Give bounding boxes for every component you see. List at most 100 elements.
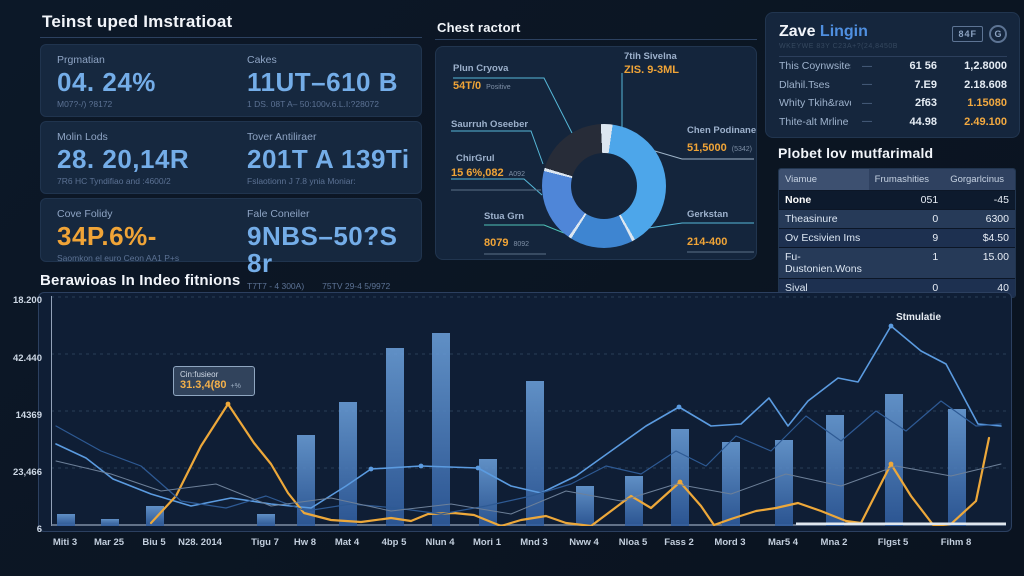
summary-row: Dlahil.Tses — 7.E9 2.18.608 bbox=[779, 76, 1007, 95]
bar[interactable] bbox=[722, 442, 740, 526]
kpi-value: 9NBS–50?S 8r bbox=[247, 221, 398, 279]
chart-tooltip: Cin:fusieor 31.3,4(80 +% bbox=[173, 366, 255, 396]
summary-row-value-2: 1,2.8000 bbox=[964, 60, 1007, 73]
donut-chart[interactable] bbox=[542, 124, 666, 248]
donut-label-chirgrul: ChirGrul bbox=[456, 153, 495, 164]
kpi-subtext: 7R6 HC Tyndifiao and :4600/2 bbox=[57, 176, 171, 187]
data-table: Viamue Frumashities Gorgarlcinus None 051… bbox=[778, 168, 1016, 298]
bar[interactable] bbox=[948, 409, 966, 526]
bar[interactable] bbox=[339, 402, 357, 526]
summary-row-value-1: 44.98 bbox=[909, 115, 937, 128]
kpi-label: Cove Folidy bbox=[57, 208, 113, 220]
summary-row-dash: — bbox=[862, 79, 872, 91]
combo-chart-svg bbox=[51, 296, 1006, 526]
bar[interactable] bbox=[775, 440, 793, 526]
summary-row: This Coynwsites — 61 56 1,2.8000 bbox=[779, 57, 1007, 76]
table-cell-value-1: 9 bbox=[932, 232, 939, 244]
table-cell-value-1: 0 bbox=[932, 213, 939, 225]
kpi-title-divider bbox=[40, 37, 422, 38]
g-badge-icon[interactable]: G bbox=[989, 25, 1007, 43]
kpi-card-prgmatian: Prgmatian 04. 24% M07?-/) ?8172 bbox=[41, 45, 231, 116]
table-cell-name: Sival bbox=[785, 282, 808, 294]
donut-label-plun: Plun Cryova bbox=[453, 63, 509, 74]
bar[interactable] bbox=[146, 506, 164, 526]
x-axis-tick-label: Fihm 8 bbox=[940, 537, 972, 548]
table-row: Fu- Dustonien.Wons 1 15.00 bbox=[779, 247, 1015, 278]
bar[interactable] bbox=[479, 459, 497, 526]
line-marker bbox=[888, 323, 894, 329]
table-cell-value-2: $4.50 bbox=[982, 232, 1009, 244]
x-axis-tick-label: N28. 2014 bbox=[178, 537, 222, 548]
combo-chart-plot[interactable]: Stmulatie Cin:fusieor 31.3,4(80 +% bbox=[51, 296, 1006, 526]
summary-row-label: Dlahil.Tses bbox=[779, 78, 830, 91]
bar[interactable] bbox=[57, 514, 75, 526]
summary-row-dash: — bbox=[862, 116, 872, 128]
x-axis-tick-label: Fass 2 bbox=[664, 537, 694, 548]
bar[interactable] bbox=[826, 415, 844, 526]
table-cell-value-2: 15.00 bbox=[982, 251, 1009, 263]
bottom-chart-title: Berawioas In Indeo fitnions bbox=[40, 272, 241, 289]
table-row: None 051 -45 bbox=[779, 190, 1015, 209]
donut-title-divider bbox=[435, 39, 757, 40]
kpi-label: Molin Lods bbox=[57, 131, 108, 143]
chart-legend: Stmulatie bbox=[896, 312, 942, 323]
summary-row-value-2: 2.49.100 bbox=[964, 115, 1007, 128]
x-axis-tick-label: Biu 5 bbox=[142, 537, 166, 548]
x-axis-labels: Miti 3 Mar 25 Biu 5 N28. 2014 Tigu 7 Hw 8 Mat … bbox=[0, 537, 1024, 553]
x-axis-tick-label: Nloa 5 bbox=[618, 537, 648, 548]
qr-badge-icon[interactable]: 84F bbox=[952, 26, 983, 42]
summary-row-dash: — bbox=[862, 60, 872, 72]
x-axis-tick-label: Flgst 5 bbox=[877, 537, 909, 548]
bar[interactable] bbox=[576, 486, 594, 526]
kpi-card-row-1: Prgmatian 04. 24% M07?-/) ?8172 Cakes 11… bbox=[40, 44, 422, 117]
table-cell-value-1: 051 bbox=[920, 194, 939, 206]
bar[interactable] bbox=[386, 348, 404, 526]
bar[interactable] bbox=[671, 429, 689, 526]
kpi-label: Fale Coneiler bbox=[247, 208, 310, 220]
line-Stmulatie bbox=[55, 325, 1002, 509]
scrollbar-thumb[interactable] bbox=[796, 522, 1006, 526]
table-header-row: Viamue Frumashities Gorgarlcinus bbox=[779, 169, 1015, 190]
bar[interactable] bbox=[625, 476, 643, 526]
kpi-card-molin-lods: Molin Lods 28. 20,14R 7R6 HC Tyndifiao a… bbox=[41, 122, 231, 193]
x-axis-tick-label: Mat 4 bbox=[334, 537, 360, 548]
bar[interactable] bbox=[257, 514, 275, 526]
x-axis-tick-label: Mar5 4 bbox=[767, 537, 799, 548]
y-axis-tick-label: 6 bbox=[36, 524, 42, 535]
kpi-value: 11UT–610 B bbox=[247, 67, 398, 97]
bar[interactable] bbox=[297, 435, 315, 526]
donut-section-title: Chest ractort bbox=[437, 20, 521, 35]
tooltip-value: 31.3,4(80 +% bbox=[180, 379, 241, 391]
summary-row-label: Thite-alt Mrline bbox=[779, 115, 849, 128]
summary-card-divider bbox=[779, 56, 1007, 57]
table-cell-value-1: 1 bbox=[932, 251, 939, 263]
donut-label-saurruh: Saurruh Oseeber bbox=[451, 119, 529, 130]
summary-row-label: Whity Tkih&ravdage bbox=[779, 97, 851, 110]
table-header-frumashities: Frumashities bbox=[868, 169, 945, 190]
line-marker bbox=[368, 466, 374, 472]
table-cell-value-1: 0 bbox=[932, 282, 939, 294]
bar[interactable] bbox=[885, 394, 903, 526]
x-axis-tick-label: Mord 3 bbox=[714, 537, 746, 548]
summary-row: Whity Tkih&ravdage — 2f63 1.15080 bbox=[779, 94, 1007, 113]
donut-leader-lines bbox=[451, 73, 754, 255]
x-axis-tick-label: Nww 4 bbox=[569, 537, 599, 548]
summary-rows: This Coynwsites — 61 56 1,2.8000 Dlahil.Tses… bbox=[779, 57, 1007, 131]
donut-chart-card: Plun Cryova 54T/0 Positive 7tih Sivelna Z… bbox=[435, 46, 757, 260]
summary-card: Zave Lingin WKEYWE 83Y C23A+?(24,8450B 8… bbox=[765, 12, 1020, 138]
bar[interactable] bbox=[432, 333, 450, 526]
bottom-chart-panel: Stmulatie Cin:fusieor 31.3,4(80 +% bbox=[38, 292, 1012, 532]
table-body: None 051 -45 Theasinure 0 6300 Ov Ecsivien Ims… bbox=[779, 190, 1015, 297]
kpi-card-fale-coneiler: Fale Coneiler 9NBS–50?S 8r T7T7 - 4 300A… bbox=[231, 199, 421, 291]
y-axis-tick-label: 14369 bbox=[15, 410, 42, 421]
bar[interactable] bbox=[101, 519, 119, 526]
table-cell-name: Fu- Dustonien.Wons bbox=[785, 251, 862, 275]
line-faint-series-2 bbox=[55, 460, 1002, 515]
x-axis-tick-label: Nlun 4 bbox=[425, 537, 455, 548]
table-row: Ov Ecsivien Ims 9 $4.50 bbox=[779, 228, 1015, 247]
summary-row-value-2: 2.18.608 bbox=[964, 78, 1007, 91]
table-section-title: Plobet lov mutfarimald bbox=[778, 145, 934, 161]
donut-value-sivelna: ZIS. 9-3ML bbox=[624, 64, 680, 76]
kpi-subtext: M07?-/) ?8172 bbox=[57, 99, 113, 110]
